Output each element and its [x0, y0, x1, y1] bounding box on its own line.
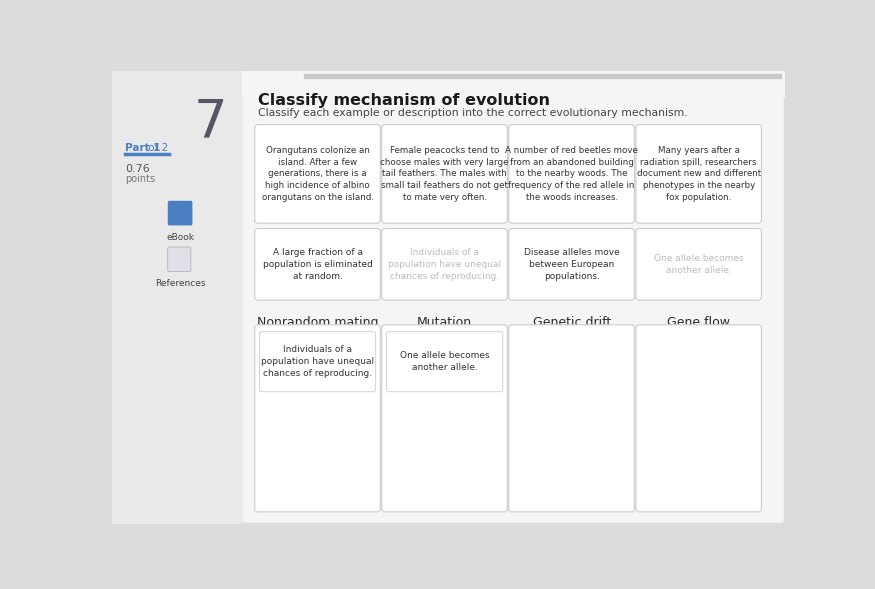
- FancyBboxPatch shape: [509, 125, 634, 223]
- FancyBboxPatch shape: [387, 332, 503, 392]
- FancyBboxPatch shape: [382, 125, 508, 223]
- Text: 7: 7: [193, 97, 227, 149]
- Text: points: points: [125, 174, 156, 184]
- Text: 0.76: 0.76: [125, 164, 150, 174]
- FancyBboxPatch shape: [240, 72, 784, 522]
- Text: Many years after a
radiation spill, researchers
document new and different
pheno: Many years after a radiation spill, rese…: [637, 145, 760, 202]
- Text: Part 1: Part 1: [125, 143, 161, 153]
- FancyBboxPatch shape: [168, 247, 191, 272]
- Text: Female peacocks tend to
choose males with very large
tail feathers. The males wi: Female peacocks tend to choose males wit…: [381, 145, 509, 202]
- FancyBboxPatch shape: [382, 229, 508, 300]
- FancyBboxPatch shape: [509, 229, 634, 300]
- FancyBboxPatch shape: [255, 325, 381, 512]
- Text: One allele becomes
another allele.: One allele becomes another allele.: [654, 254, 744, 274]
- Text: Classify mechanism of evolution: Classify mechanism of evolution: [258, 93, 550, 108]
- FancyBboxPatch shape: [636, 325, 761, 512]
- Text: Genetic drift: Genetic drift: [533, 316, 611, 329]
- Text: eBook: eBook: [166, 233, 194, 242]
- Text: Orangutans colonize an
island. After a few
generations, there is a
high incidenc: Orangutans colonize an island. After a f…: [262, 145, 374, 202]
- FancyBboxPatch shape: [259, 332, 375, 392]
- FancyBboxPatch shape: [636, 229, 761, 300]
- Text: References: References: [155, 279, 206, 289]
- Bar: [304, 74, 781, 78]
- Text: Gene flow: Gene flow: [668, 316, 730, 329]
- Text: One allele becomes
another allele.: One allele becomes another allele.: [400, 352, 489, 372]
- FancyBboxPatch shape: [636, 125, 761, 223]
- Text: A number of red beetles move
from an abandoned building
to the nearby woods. The: A number of red beetles move from an aba…: [505, 145, 638, 202]
- FancyBboxPatch shape: [255, 125, 381, 223]
- Text: A large fraction of a
population is eliminated
at random.: A large fraction of a population is elim…: [262, 248, 373, 280]
- Text: Individuals of a
population have unequal
chances of reproducing.: Individuals of a population have unequal…: [261, 345, 374, 378]
- Bar: [242, 71, 786, 97]
- Text: of 2: of 2: [144, 143, 168, 153]
- FancyBboxPatch shape: [509, 325, 634, 512]
- Bar: [112, 71, 242, 524]
- Text: Individuals of a
population have unequal
chances of reproducing.: Individuals of a population have unequal…: [388, 248, 501, 280]
- FancyBboxPatch shape: [168, 201, 192, 226]
- FancyBboxPatch shape: [382, 325, 508, 512]
- Text: Disease alleles move
between European
populations.: Disease alleles move between European po…: [524, 248, 620, 280]
- Text: Nonrandom mating: Nonrandom mating: [256, 316, 378, 329]
- Text: Mutation: Mutation: [417, 316, 473, 329]
- FancyBboxPatch shape: [255, 229, 381, 300]
- Text: Classify each example or description into the correct evolutionary mechanism.: Classify each example or description int…: [258, 108, 688, 118]
